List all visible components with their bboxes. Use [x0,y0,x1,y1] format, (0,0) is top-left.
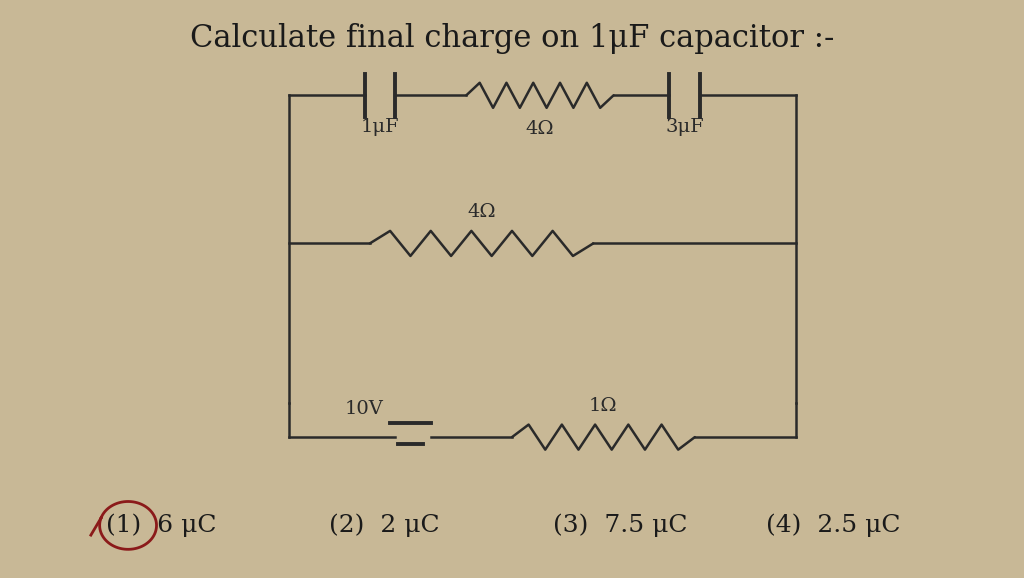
Text: 4Ω: 4Ω [467,203,496,221]
Text: 10V: 10V [344,399,383,418]
Text: (1)  6 μC: (1) 6 μC [105,514,216,537]
Text: Calculate final charge on 1μF capacitor :-: Calculate final charge on 1μF capacitor … [189,23,835,54]
Text: 1Ω: 1Ω [589,397,617,415]
Text: (4)  2.5 μC: (4) 2.5 μC [766,514,900,537]
Text: 4Ω: 4Ω [525,120,554,139]
Text: (3)  7.5 μC: (3) 7.5 μC [553,514,687,537]
Text: 1μF: 1μF [360,118,399,136]
Text: (2)  2 μC: (2) 2 μC [329,514,439,537]
Text: 3μF: 3μF [666,118,705,136]
